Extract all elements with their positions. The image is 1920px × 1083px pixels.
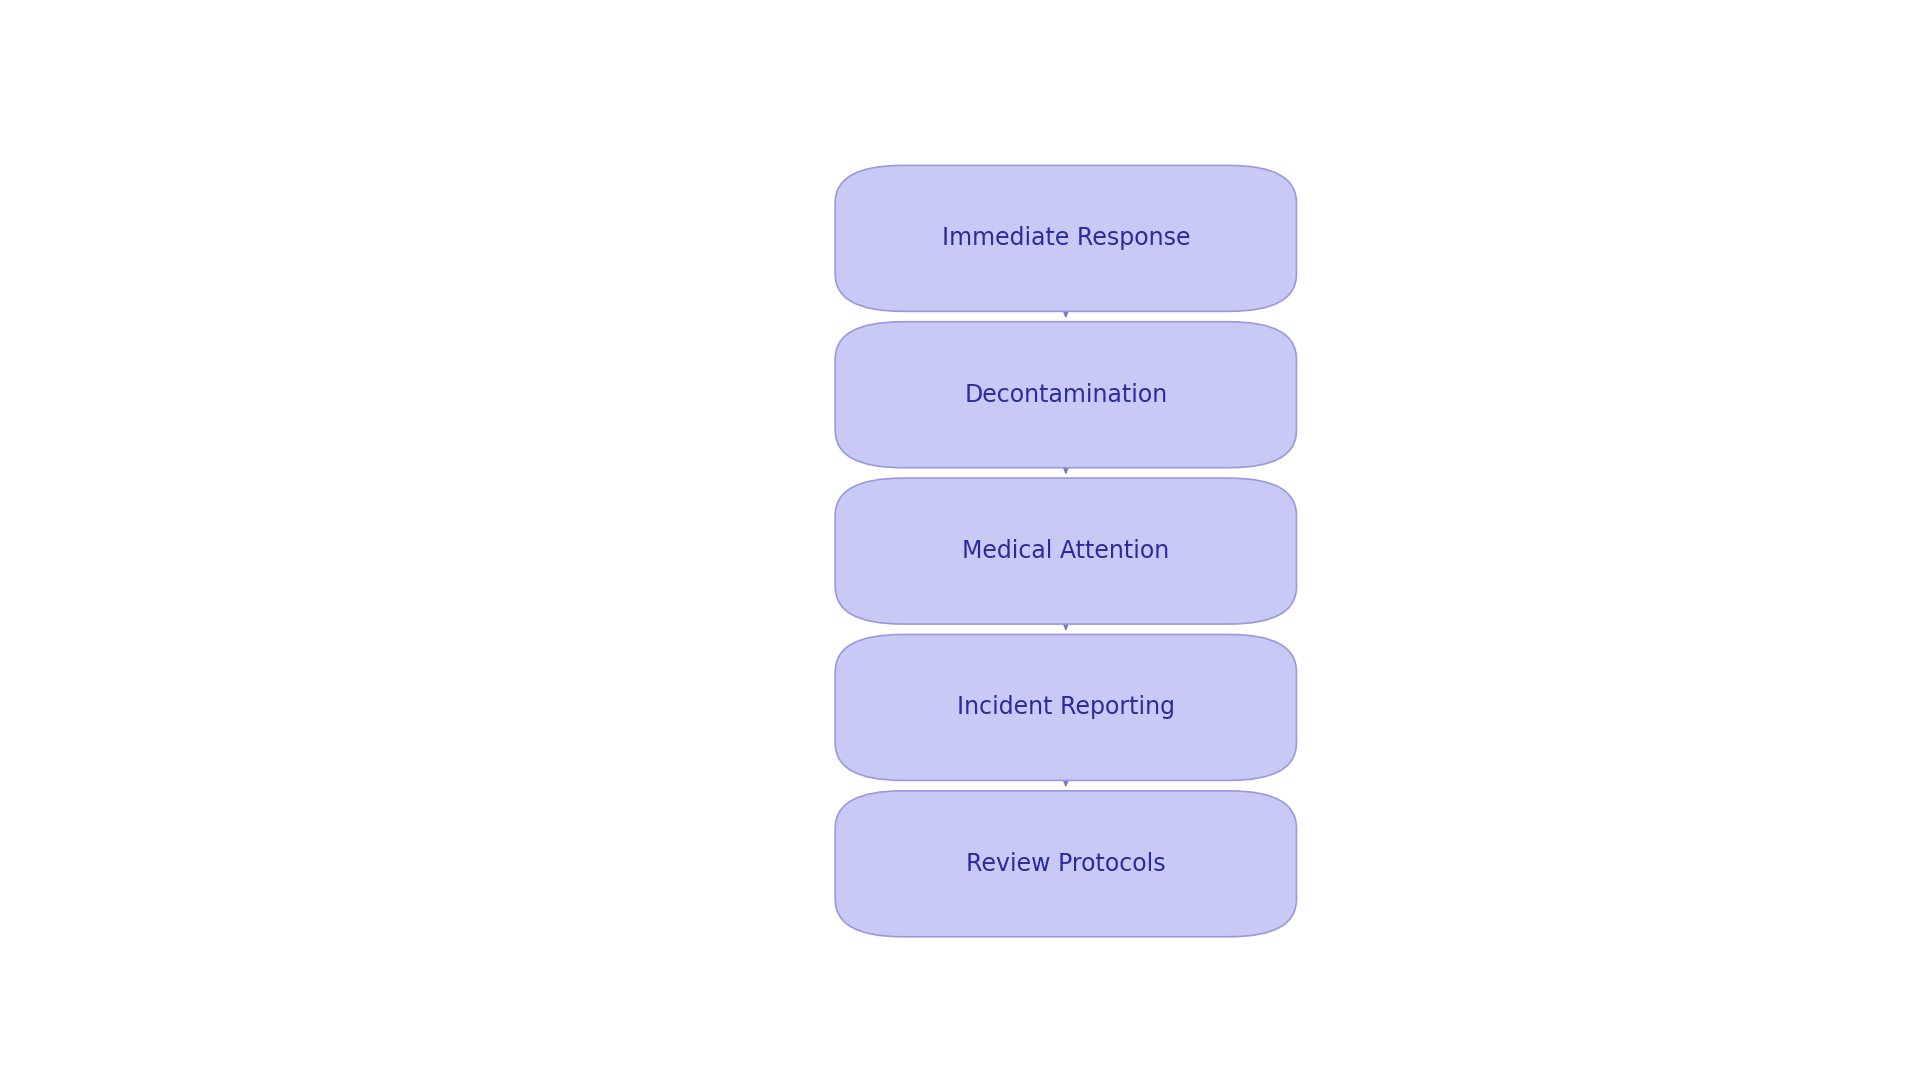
Text: Medical Attention: Medical Attention xyxy=(962,539,1169,563)
FancyBboxPatch shape xyxy=(835,166,1296,311)
FancyBboxPatch shape xyxy=(835,478,1296,624)
FancyBboxPatch shape xyxy=(835,635,1296,781)
Text: Decontamination: Decontamination xyxy=(964,382,1167,407)
Text: Immediate Response: Immediate Response xyxy=(941,226,1190,250)
Text: Review Protocols: Review Protocols xyxy=(966,852,1165,876)
FancyBboxPatch shape xyxy=(835,322,1296,468)
Text: Incident Reporting: Incident Reporting xyxy=(956,695,1175,719)
FancyBboxPatch shape xyxy=(835,791,1296,937)
